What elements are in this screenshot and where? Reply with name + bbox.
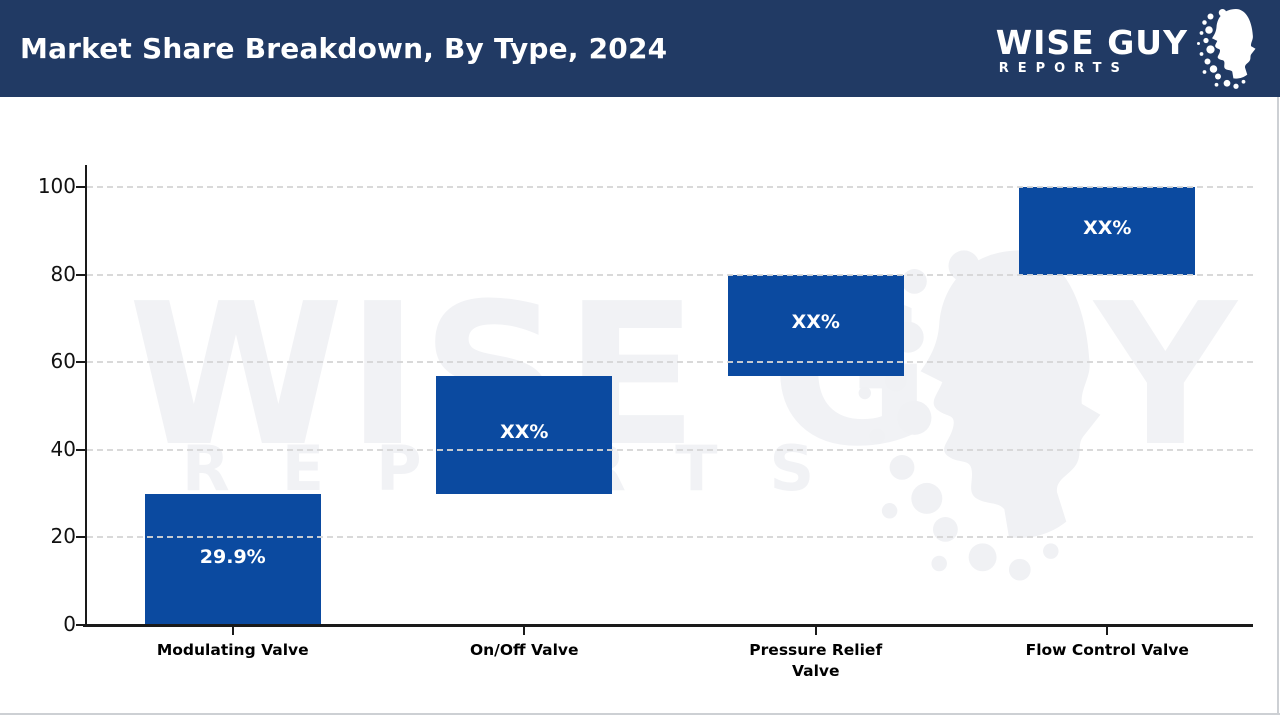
bar-value-label: XX% — [791, 311, 840, 334]
y-tick-mark — [76, 361, 85, 364]
x-tick-mark — [523, 627, 526, 635]
gridline — [87, 448, 1253, 451]
frame-right-line — [1277, 97, 1279, 715]
gridline — [87, 536, 1253, 539]
gridline — [87, 186, 1253, 188]
x-tick-mark — [814, 627, 817, 635]
bar-segment-1: 29.9% — [144, 494, 321, 625]
logo-wordmark: WISE GUY — [995, 22, 1188, 62]
x-tick-mark — [1106, 627, 1109, 635]
y-tick-label: 60 — [50, 349, 76, 374]
y-tick-label: 100 — [37, 174, 76, 198]
y-tick-mark — [76, 186, 85, 188]
header-bar: Market Share Breakdown, By Type, 2024 WI… — [0, 0, 1280, 97]
logo-text: WISE GUY REPORTS — [995, 22, 1188, 77]
wise-guy-reports-logo: WISE GUY REPORTS — [996, 6, 1268, 96]
gridline — [87, 361, 1253, 364]
x-category-label: On/Off Valve — [469, 641, 579, 659]
y-tick-mark — [76, 448, 85, 451]
x-axis-line — [83, 624, 1253, 627]
bar-segment-2: XX% — [436, 375, 613, 495]
y-axis-line — [85, 165, 87, 627]
frame-bottom-line — [0, 713, 1280, 715]
bar-segment-4: XX% — [1019, 187, 1196, 276]
bar-value-label: 29.9% — [199, 545, 266, 568]
bar-segment-3: XX% — [727, 275, 904, 376]
logo-subtitle: REPORTS — [998, 61, 1129, 77]
dotted-head-icon — [1197, 9, 1256, 89]
bar-value-label: XX% — [500, 420, 549, 443]
y-tick-label: 0 — [63, 612, 76, 636]
y-tick-label: 80 — [50, 261, 76, 286]
x-category-label: Flow Control Valve — [1025, 641, 1189, 659]
y-tick-label: 40 — [50, 436, 76, 461]
bar-value-label: XX% — [1083, 217, 1132, 240]
y-tick-label: 20 — [50, 524, 76, 549]
y-tick-mark — [76, 536, 85, 539]
page-title: Market Share Breakdown, By Type, 2024 — [20, 32, 668, 65]
x-tick-mark — [231, 627, 234, 635]
x-category-label: Modulating Valve — [156, 641, 309, 659]
plot-area: 29.9% XX% XX% XX% — [87, 186, 1253, 625]
y-tick-mark — [76, 624, 85, 626]
x-category-label: Pressure Relief Valve — [749, 641, 883, 680]
y-tick-mark — [76, 273, 85, 276]
gridline — [87, 273, 1253, 276]
